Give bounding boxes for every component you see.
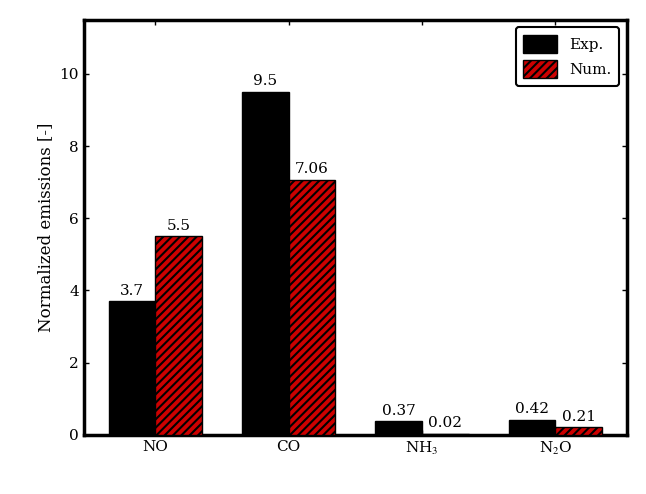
Bar [556, 427, 602, 435]
Text: 3.7: 3.7 [120, 284, 144, 297]
Text: 7.06: 7.06 [295, 163, 329, 176]
Text: 0.37: 0.37 [382, 404, 415, 418]
Text: 0.42: 0.42 [515, 402, 549, 416]
Text: 5.5: 5.5 [167, 219, 191, 233]
Bar [289, 180, 335, 435]
Bar [375, 421, 422, 435]
Text: 0.21: 0.21 [561, 410, 596, 423]
Y-axis label: Normalized emissions [-]: Normalized emissions [-] [37, 123, 54, 332]
Text: 9.5: 9.5 [253, 74, 277, 88]
Text: 0.02: 0.02 [428, 416, 463, 430]
Bar [242, 92, 289, 435]
Bar [422, 434, 468, 435]
Bar [109, 301, 155, 435]
Legend: Exp., Num.: Exp., Num. [516, 27, 619, 85]
Bar [155, 236, 202, 435]
Bar [508, 419, 556, 435]
